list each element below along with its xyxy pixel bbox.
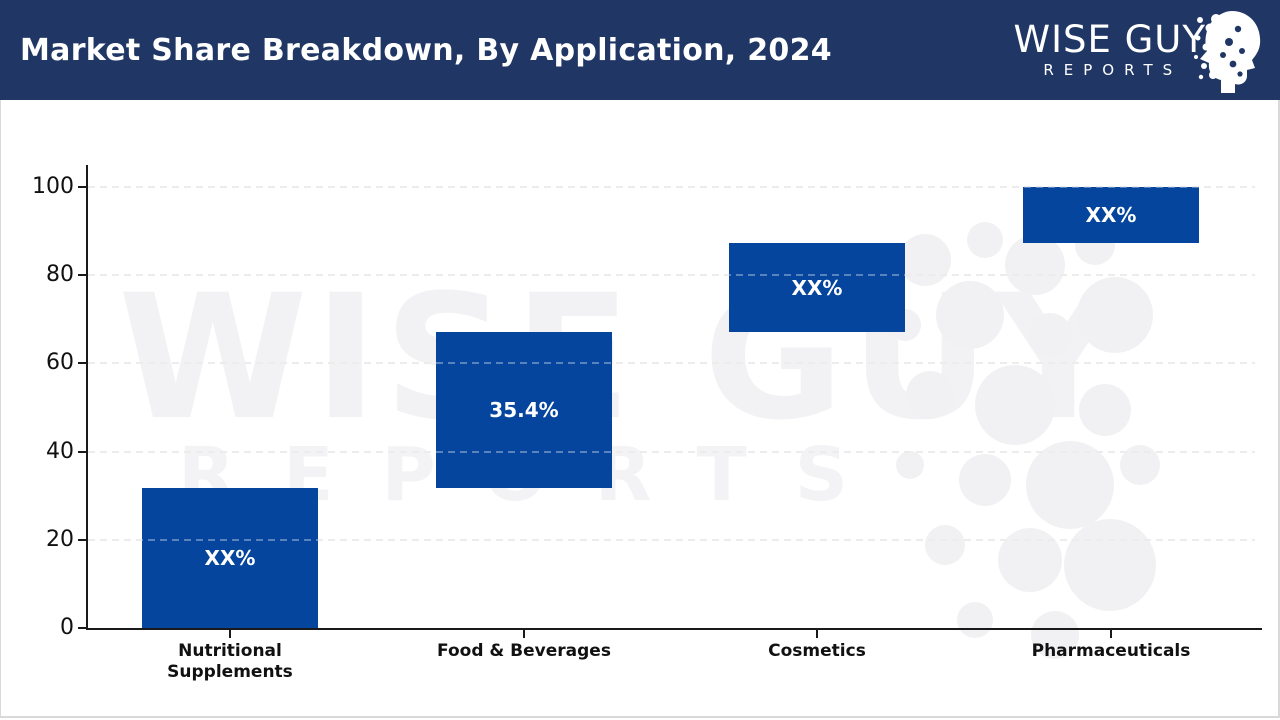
gridline [88, 538, 1255, 541]
category-label: Nutritional Supplements [167, 641, 293, 682]
gridline-overlay [88, 450, 1255, 453]
right-border [1278, 100, 1280, 718]
category-label: Cosmetics [768, 641, 866, 661]
gridline [88, 450, 1255, 453]
gridline-overlay [88, 538, 1255, 541]
y-tick-label: 0 [60, 615, 74, 640]
gridline [88, 274, 1255, 277]
plot-area: 0 20 40 60 80 100 XX% 35.4% XX% XX% Nutritional Su… [0, 100, 1280, 720]
y-tick-label: 40 [46, 438, 74, 464]
gridline-overlay [88, 186, 1255, 188]
logo-head-icon [1194, 11, 1261, 93]
category-label: Food & Beverages [437, 641, 611, 661]
gridline [88, 362, 1255, 365]
x-tick-mark [1110, 630, 1112, 638]
y-tick-label: 60 [46, 350, 74, 376]
bar-segment: 35.4% [436, 332, 612, 489]
x-tick-mark [816, 630, 818, 638]
y-tick-label: 80 [46, 262, 74, 288]
y-tick-mark [78, 274, 86, 277]
header: Market Share Breakdown, By Application, … [0, 0, 1280, 100]
y-tick-mark [78, 186, 86, 188]
page-title: Market Share Breakdown, By Application, … [20, 32, 832, 68]
logo-wordmark: WISE GUY [1013, 18, 1206, 61]
category-label: Pharmaceuticals [1031, 641, 1191, 661]
x-tick-mark [229, 630, 231, 638]
bar-value-label: XX% [791, 275, 843, 300]
y-tick-mark [78, 538, 86, 541]
y-tick-label: 100 [32, 174, 74, 199]
y-tick-mark [78, 627, 86, 629]
bar-segment: XX% [729, 243, 905, 333]
gridline [88, 186, 1255, 188]
left-border [0, 100, 1, 718]
y-tick-mark [78, 450, 86, 453]
y-tick-label: 20 [46, 526, 74, 552]
bar-segment: XX% [142, 488, 318, 628]
logo-text: WISE GUY REPORTS [1013, 18, 1206, 80]
wise-guy-logo: WISE GUY REPORTS [1014, 7, 1266, 93]
y-tick-mark [78, 362, 86, 365]
gridline-overlay [88, 274, 1255, 277]
bar-value-label: 35.4% [489, 398, 559, 423]
watermark-head-icon [889, 222, 1160, 659]
gridline-overlay [88, 362, 1255, 365]
y-axis-line [86, 165, 88, 630]
bar-segment: XX% [1023, 187, 1199, 244]
x-tick-mark [523, 630, 525, 638]
bar-value-label: XX% [204, 546, 256, 571]
bar-value-label: XX% [1085, 203, 1137, 228]
x-axis-line [86, 628, 1262, 630]
bottom-border [0, 716, 1280, 718]
logo-subtext: REPORTS [1043, 61, 1183, 79]
